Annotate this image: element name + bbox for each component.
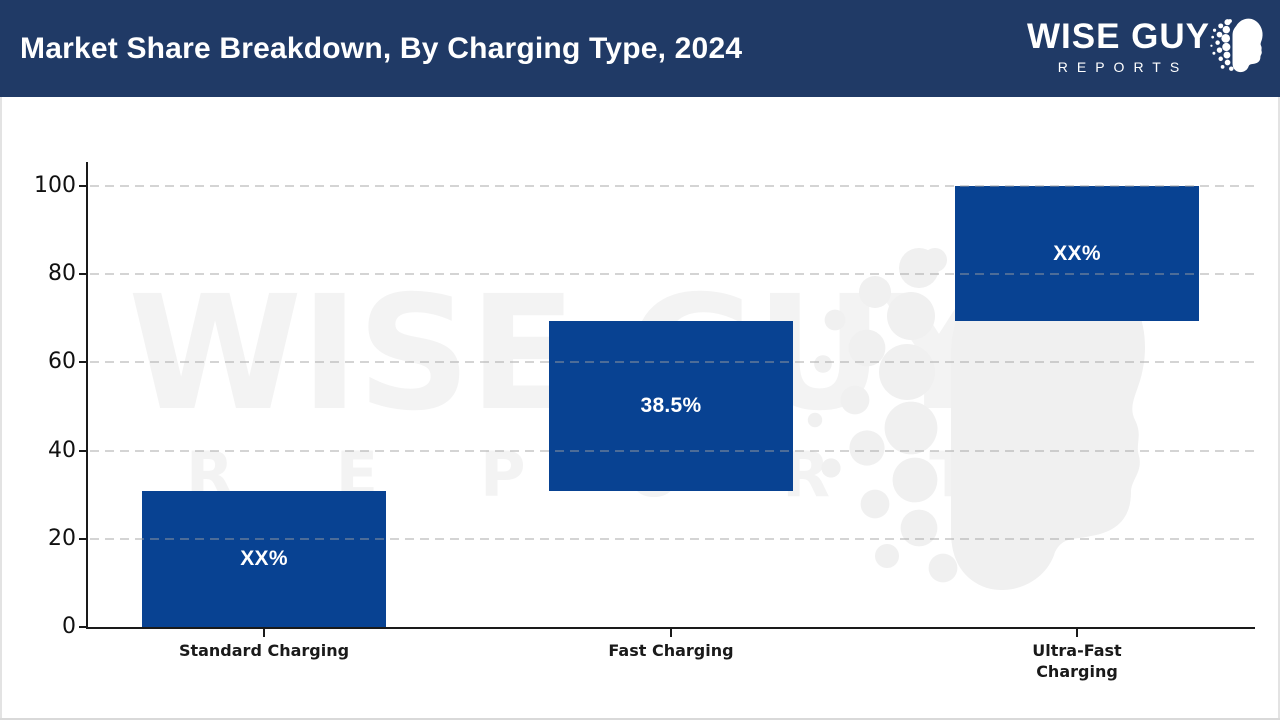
y-axis-line	[86, 162, 88, 629]
y-tick-label: 60	[48, 349, 76, 375]
chart-title: Market Share Breakdown, By Charging Type…	[20, 31, 743, 65]
y-tick-mark	[79, 537, 88, 540]
bar-segment: XX%	[142, 491, 386, 627]
x-tick-mark	[1076, 629, 1078, 637]
bottom-edge-line	[0, 718, 1280, 720]
x-tick-mark	[670, 629, 672, 637]
y-tick-mark	[79, 361, 88, 364]
face-profile-icon	[1210, 18, 1263, 73]
bar-segment: 38.5%	[549, 321, 793, 492]
y-gridline	[90, 185, 1255, 187]
y-tick-label: 0	[62, 614, 76, 639]
y-gridline	[90, 449, 1255, 452]
y-gridline	[90, 361, 1255, 364]
y-tick-label: 20	[48, 525, 76, 551]
y-tick-label: 100	[34, 173, 76, 198]
x-category-label: Ultra-Fast Charging	[1032, 641, 1122, 681]
y-tick-mark	[79, 185, 88, 187]
x-category-label: Fast Charging	[608, 641, 734, 660]
bar-segment: XX%	[955, 186, 1199, 322]
right-edge-line	[1278, 97, 1280, 720]
logo-text: WISE GUY REPORTS	[1027, 18, 1210, 76]
x-axis-line	[86, 627, 1255, 629]
y-tick-mark	[79, 273, 88, 276]
watermark-face-icon	[807, 244, 1145, 591]
header-band: Market Share Breakdown, By Charging Type…	[0, 0, 1280, 97]
bar-value-label: XX%	[1053, 241, 1101, 265]
bar-value-label: XX%	[240, 547, 288, 571]
y-tick-label: 80	[48, 261, 76, 287]
left-edge-line	[0, 97, 2, 720]
y-tick-label: 40	[48, 437, 76, 463]
y-gridline	[90, 537, 1255, 540]
x-tick-mark	[263, 629, 265, 637]
y-tick-mark	[79, 626, 88, 628]
wise-guy-reports-logo: WISE GUY REPORTS	[1027, 6, 1266, 88]
y-tick-mark	[79, 449, 88, 452]
bar-value-label: 38.5%	[640, 394, 702, 418]
x-category-label: Standard Charging	[178, 641, 350, 660]
y-gridline	[90, 273, 1255, 276]
logo-reports-label: REPORTS	[1057, 59, 1189, 75]
logo-wordmark: WISE GUY	[1026, 17, 1210, 56]
